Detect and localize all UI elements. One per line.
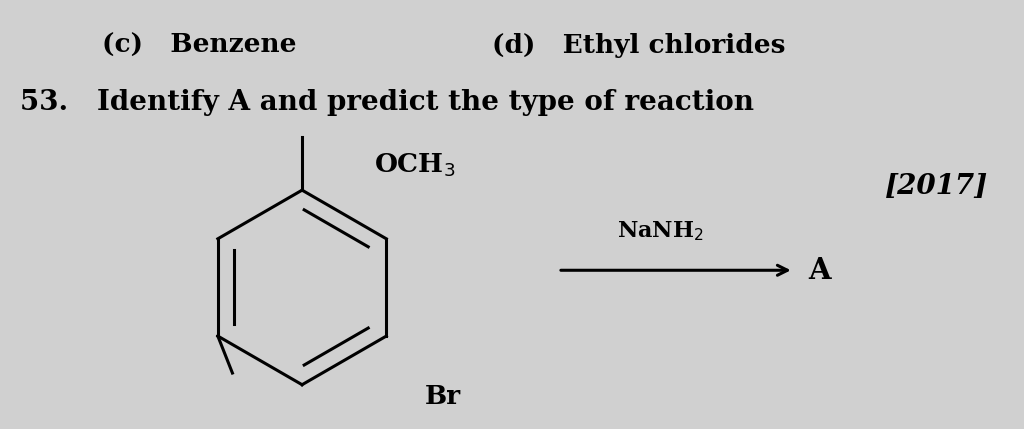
Text: A: A — [808, 256, 830, 285]
Text: NaNH$_2$: NaNH$_2$ — [617, 220, 703, 244]
Text: 53.   Identify A and predict the type of reaction: 53. Identify A and predict the type of r… — [20, 90, 755, 116]
Text: (c)   Benzene: (c) Benzene — [102, 33, 297, 57]
Text: OCH$_3$: OCH$_3$ — [374, 151, 455, 179]
Text: [2017]: [2017] — [885, 173, 988, 200]
Text: (d)   Ethyl chlorides: (d) Ethyl chlorides — [492, 33, 785, 57]
Text: Br: Br — [425, 384, 461, 409]
